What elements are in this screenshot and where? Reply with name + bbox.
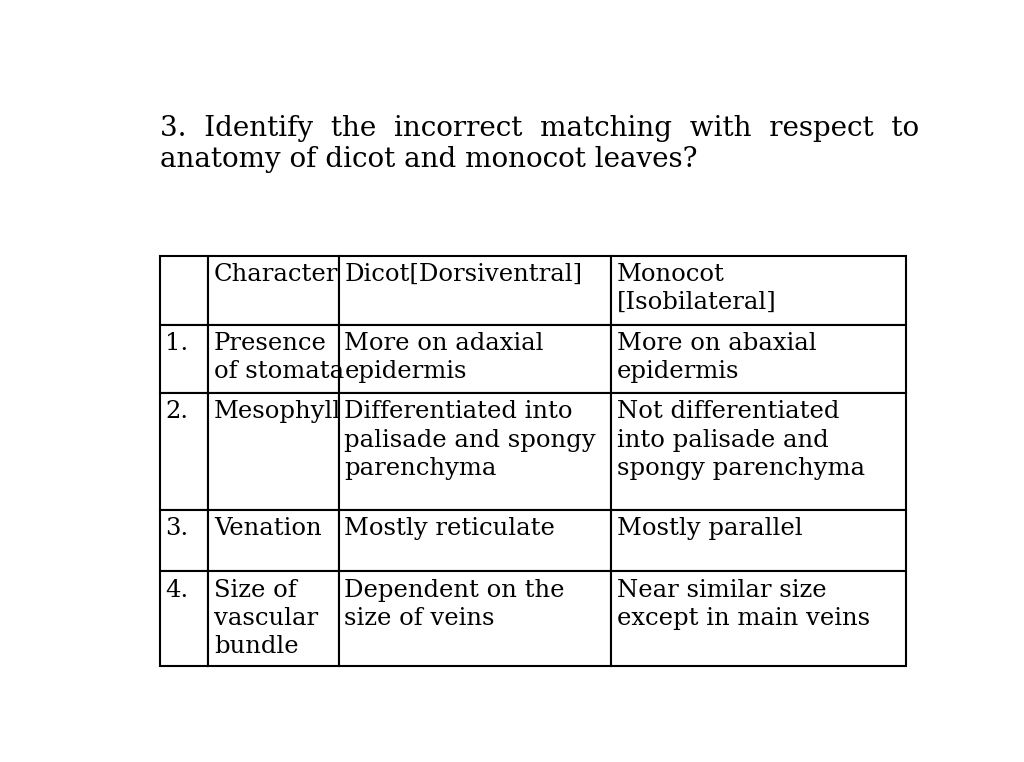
Text: Monocot
[Isobilateral]: Monocot [Isobilateral] <box>616 263 776 314</box>
Bar <box>339 256 611 325</box>
Text: More on adaxial
epidermis: More on adaxial epidermis <box>344 331 544 383</box>
Text: More on abaxial
epidermis: More on abaxial epidermis <box>616 331 816 383</box>
Bar <box>339 325 611 393</box>
Bar <box>160 325 208 393</box>
Bar <box>160 572 208 667</box>
Text: 1.: 1. <box>165 331 188 354</box>
Bar <box>208 393 339 510</box>
Bar <box>611 510 906 572</box>
Bar <box>339 572 611 667</box>
Bar <box>208 510 339 572</box>
Bar <box>611 393 906 510</box>
Bar <box>160 510 208 572</box>
Text: Mostly reticulate: Mostly reticulate <box>344 517 555 539</box>
Bar <box>339 393 611 510</box>
Text: Character: Character <box>214 263 338 286</box>
Text: Venation: Venation <box>214 517 322 539</box>
Bar <box>208 325 339 393</box>
Text: Not differentiated
into palisade and
spongy parenchyma: Not differentiated into palisade and spo… <box>616 401 864 480</box>
Text: Mesophyll: Mesophyll <box>214 401 341 424</box>
Bar <box>339 510 611 572</box>
Text: Dicot[Dorsiventral]: Dicot[Dorsiventral] <box>344 263 583 286</box>
Text: Size of
vascular
bundle: Size of vascular bundle <box>214 578 317 658</box>
Bar <box>208 256 339 325</box>
Bar <box>208 572 339 667</box>
Bar <box>160 256 208 325</box>
Text: Presence
of stomata: Presence of stomata <box>214 331 344 383</box>
Bar <box>160 393 208 510</box>
Bar <box>611 572 906 667</box>
Text: 2.: 2. <box>165 401 188 424</box>
Text: Dependent on the
size of veins: Dependent on the size of veins <box>344 578 565 630</box>
Text: Differentiated into
palisade and spongy
parenchyma: Differentiated into palisade and spongy … <box>344 401 596 480</box>
Text: Near similar size
except in main veins: Near similar size except in main veins <box>616 578 869 630</box>
Text: 4.: 4. <box>165 578 188 601</box>
Bar <box>611 256 906 325</box>
Text: Mostly parallel: Mostly parallel <box>616 517 802 539</box>
Text: 3.: 3. <box>165 517 188 539</box>
Bar <box>611 325 906 393</box>
Text: 3.  Identify  the  incorrect  matching  with  respect  to
anatomy of dicot and m: 3. Identify the incorrect matching with … <box>160 115 919 173</box>
